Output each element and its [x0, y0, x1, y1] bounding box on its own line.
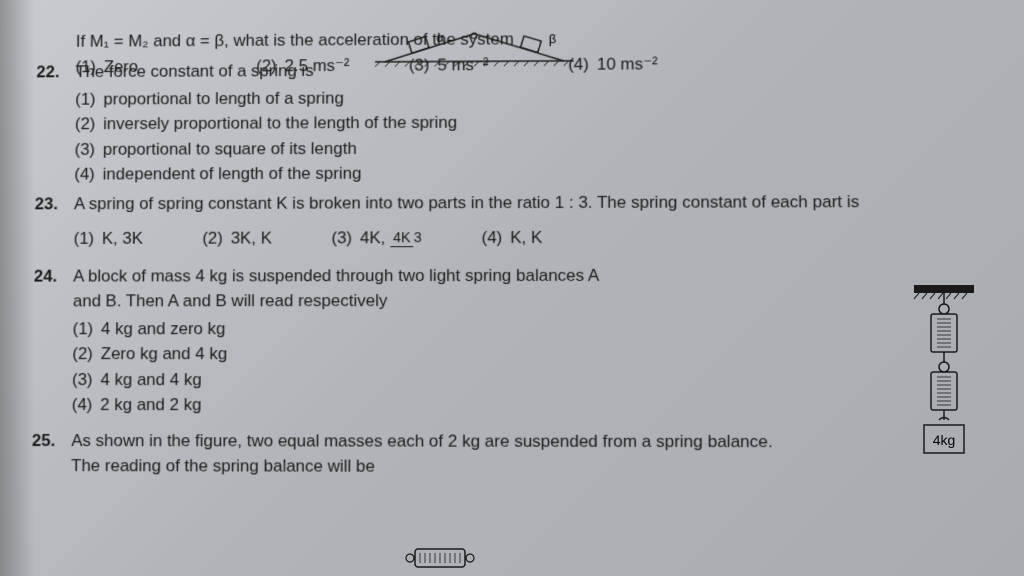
inclined-plane-diagram: α β: [355, 31, 593, 67]
q23-option-4: (4) K, K: [482, 225, 543, 251]
q23-number: 23.: [35, 191, 75, 216]
q23-option-3: (3) 4K, 4K3: [331, 225, 421, 251]
q23-option-1: (1) K, 3K: [74, 226, 144, 251]
q25-diagram: [380, 544, 500, 574]
q22-option-2: (2) inversely proportional to the length…: [75, 108, 976, 137]
q24-number: 24.: [34, 263, 74, 288]
q22-option-4: (4) independent of length of the spring: [74, 159, 977, 187]
q23-option-2: (2) 3K, K: [202, 226, 272, 251]
q24-option-4: (4) 2 kg and 2 kg: [72, 392, 980, 418]
q25-text-line-2: The reading of the spring balance will b…: [71, 453, 981, 481]
q24-text-line-1: A block of mass 4 kg is suspended throug…: [73, 262, 978, 289]
q22-option-1: (1) proportional to length of a spring: [75, 82, 976, 111]
q24-option-1: (1) 4 kg and zero kg: [72, 315, 978, 341]
q24-option-2: (2) Zero kg and 4 kg: [72, 341, 979, 367]
q22-option-3: (3) proportional to square of its length: [75, 133, 977, 162]
q23-text: A spring of spring constant K is broken …: [74, 188, 977, 216]
q25-text-line-1: As shown in the figure, two equal masses…: [71, 428, 980, 455]
svg-text:α: α: [436, 31, 444, 45]
svg-text:4kg: 4kg: [933, 432, 956, 448]
q24-text-line-2: and B. Then A and B will read respective…: [73, 287, 979, 313]
svg-text:β: β: [549, 31, 556, 46]
q24-option-3: (3) 4 kg and 4 kg: [72, 367, 979, 393]
q25-number: 25.: [32, 427, 72, 453]
q22-number: 22.: [36, 59, 75, 84]
spring-balance-diagram: 4kg: [909, 285, 979, 465]
